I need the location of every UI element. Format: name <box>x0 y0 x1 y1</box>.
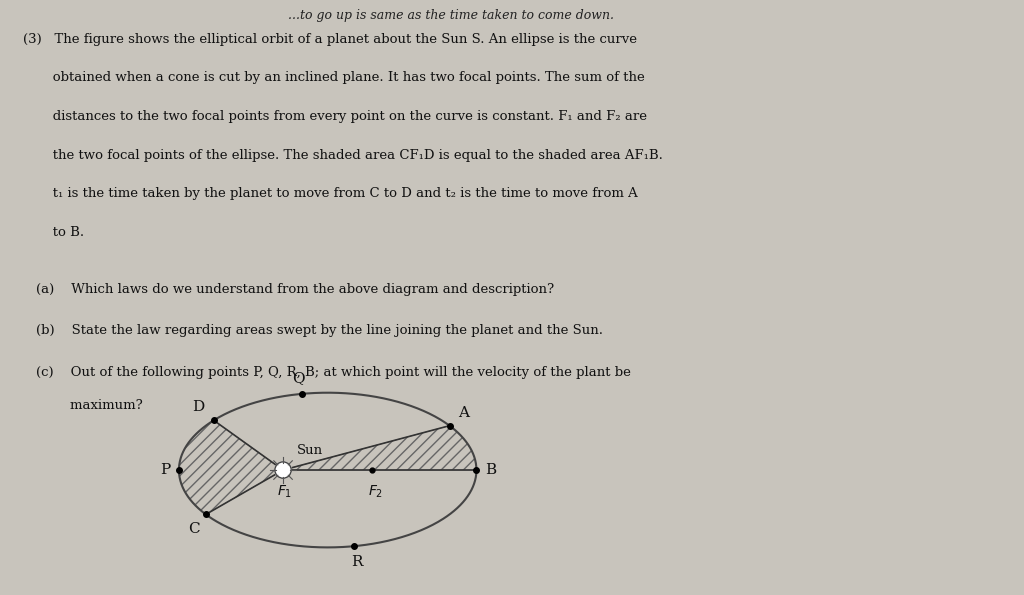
Text: maximum?: maximum? <box>36 399 142 412</box>
Text: $F_2$: $F_2$ <box>368 483 383 500</box>
Text: D: D <box>193 400 205 414</box>
Text: t₁ is the time taken by the planet to move from C to D and t₂ is the time to mov: t₁ is the time taken by the planet to mo… <box>23 187 637 201</box>
Text: (a)    Which laws do we understand from the above diagram and description?: (a) Which laws do we understand from the… <box>36 283 554 296</box>
Text: (c)    Out of the following points P, Q, R, B; at which point will the velocity : (c) Out of the following points P, Q, R,… <box>36 366 631 379</box>
Text: Q: Q <box>293 371 305 385</box>
Circle shape <box>274 462 291 478</box>
Text: P: P <box>160 463 170 477</box>
Text: (b)    State the law regarding areas swept by the line joining the planet and th: (b) State the law regarding areas swept … <box>36 324 603 337</box>
Text: B: B <box>485 463 497 477</box>
Text: Sun: Sun <box>296 444 323 457</box>
Text: C: C <box>188 522 200 536</box>
Text: the two focal points of the ellipse. The shaded area CF₁D is equal to the shaded: the two focal points of the ellipse. The… <box>23 149 663 162</box>
Text: distances to the two focal points from every point on the curve is constant. F₁ : distances to the two focal points from e… <box>23 110 646 123</box>
Text: to B.: to B. <box>23 226 84 239</box>
Text: obtained when a cone is cut by an inclined plane. It has two focal points. The s: obtained when a cone is cut by an inclin… <box>23 71 644 84</box>
Text: A: A <box>459 406 469 419</box>
Text: ...to go up is same as the time taken to come down.: ...to go up is same as the time taken to… <box>288 9 613 22</box>
Text: $F_1$: $F_1$ <box>276 483 292 500</box>
Text: R: R <box>351 555 362 569</box>
Text: (3)   The figure shows the elliptical orbit of a planet about the Sun S. An elli: (3) The figure shows the elliptical orbi… <box>23 33 637 46</box>
